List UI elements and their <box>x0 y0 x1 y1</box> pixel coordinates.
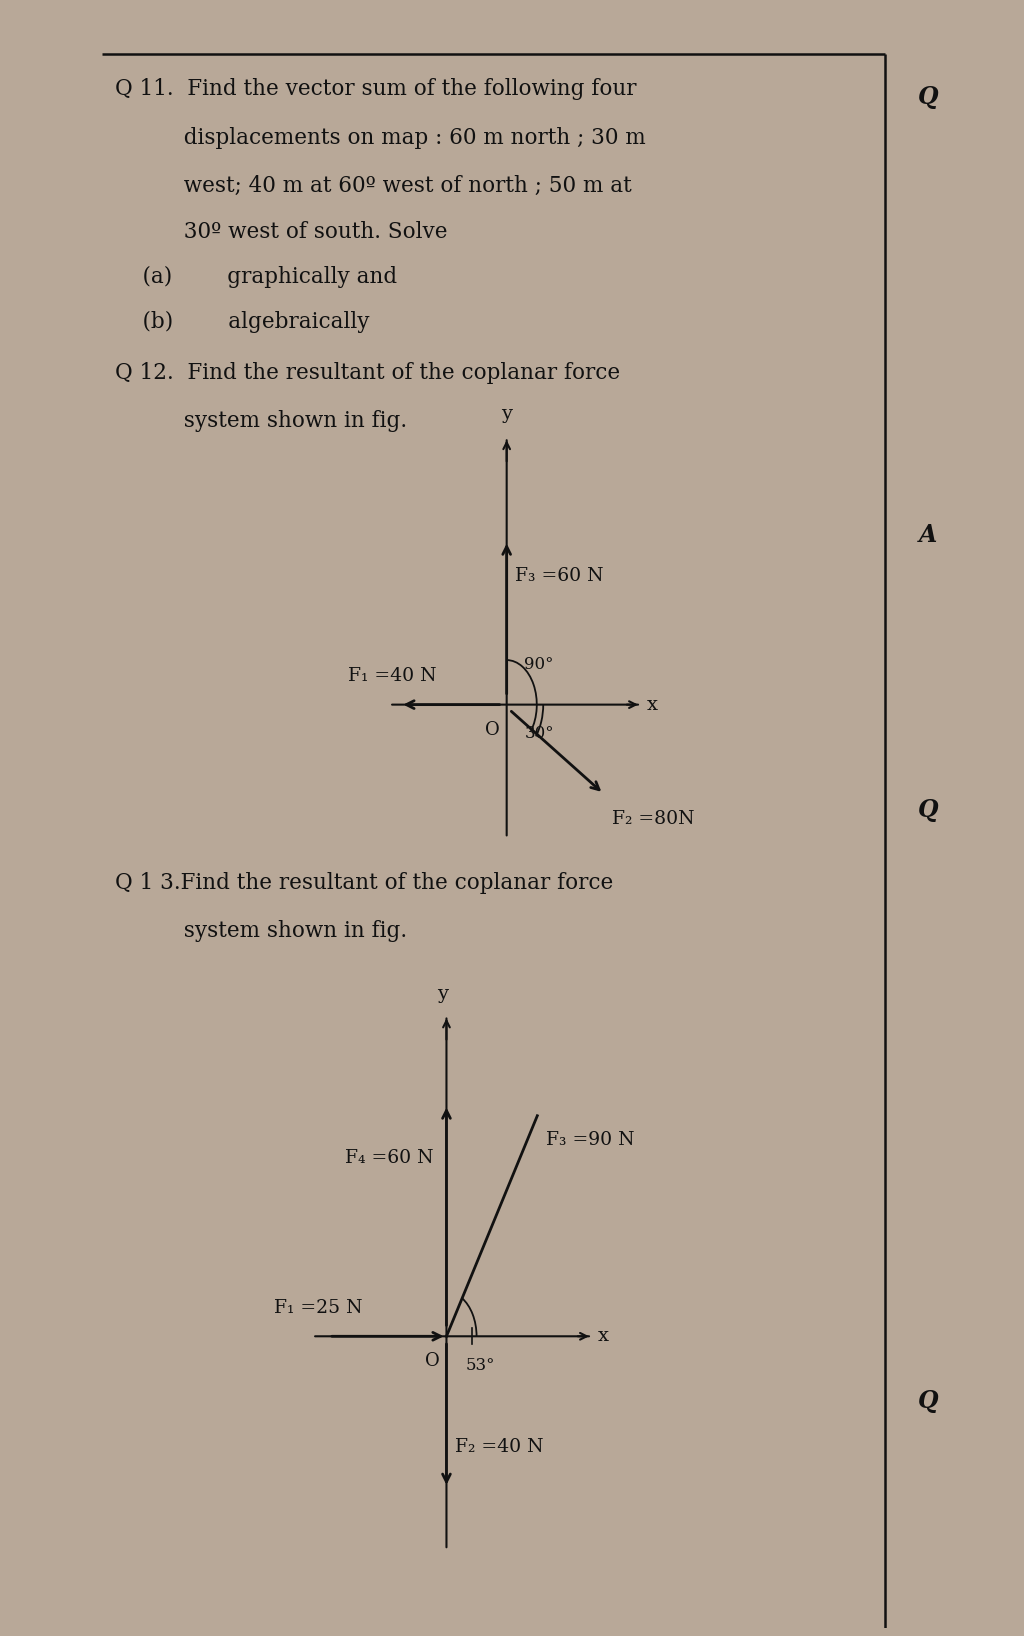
Text: Q 12.  Find the resultant of the coplanar force: Q 12. Find the resultant of the coplanar… <box>116 362 621 383</box>
Text: Q: Q <box>918 85 938 110</box>
Text: O: O <box>425 1353 439 1371</box>
Text: system shown in fig.: system shown in fig. <box>116 921 408 942</box>
Text: Q: Q <box>918 798 938 821</box>
Text: A: A <box>919 522 937 546</box>
Text: y: y <box>501 406 512 424</box>
Text: 53°: 53° <box>466 1356 496 1374</box>
Text: 90°: 90° <box>524 656 553 672</box>
Text: F₁ =40 N: F₁ =40 N <box>348 667 437 685</box>
Text: F₁ =25 N: F₁ =25 N <box>273 1299 362 1317</box>
Text: displacements on map : 60 m north ; 30 m: displacements on map : 60 m north ; 30 m <box>116 126 646 149</box>
Text: 30°: 30° <box>524 725 554 743</box>
Text: Q 1 3.Find the resultant of the coplanar force: Q 1 3.Find the resultant of the coplanar… <box>116 872 613 893</box>
Text: Q 11.  Find the vector sum of the following four: Q 11. Find the vector sum of the followi… <box>116 79 637 100</box>
Text: F₃ =60 N: F₃ =60 N <box>515 568 604 586</box>
Text: x: x <box>646 695 657 713</box>
Text: (a)        graphically and: (a) graphically and <box>116 267 397 288</box>
Text: O: O <box>485 721 500 739</box>
Text: west; 40 m at 60º west of north ; 50 m at: west; 40 m at 60º west of north ; 50 m a… <box>116 175 632 198</box>
Text: x: x <box>597 1327 608 1345</box>
Text: (b)        algebraically: (b) algebraically <box>116 311 370 334</box>
Text: F₄ =60 N: F₄ =60 N <box>345 1148 433 1166</box>
Text: F₂ =40 N: F₂ =40 N <box>455 1438 544 1456</box>
Text: 30º west of south. Solve: 30º west of south. Solve <box>116 221 447 242</box>
Text: F₂ =80N: F₂ =80N <box>612 810 694 828</box>
Text: F₃ =90 N: F₃ =90 N <box>546 1130 635 1148</box>
Text: Q: Q <box>918 1389 938 1414</box>
Text: system shown in fig.: system shown in fig. <box>116 411 408 432</box>
Text: y: y <box>436 985 447 1003</box>
